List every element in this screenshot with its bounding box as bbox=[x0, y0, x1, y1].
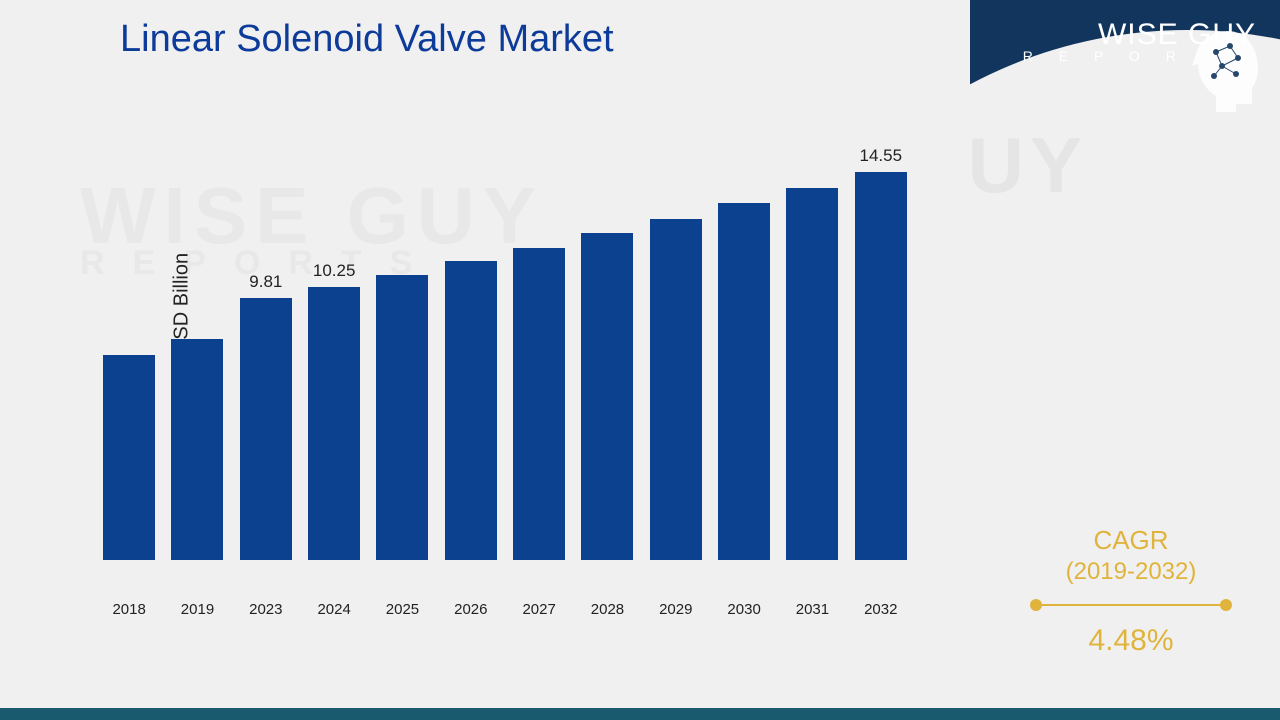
bar bbox=[718, 203, 770, 560]
bar bbox=[308, 287, 360, 560]
x-tick: 2030 bbox=[710, 601, 778, 618]
bar-col-2028 bbox=[573, 207, 641, 560]
bar-col-2019 bbox=[163, 313, 231, 560]
x-tick: 2025 bbox=[368, 601, 436, 618]
bar bbox=[103, 355, 155, 560]
bar bbox=[445, 261, 497, 560]
bar-col-2023: 9.81 bbox=[232, 272, 300, 560]
plot-area: 9.8110.2514.55 bbox=[95, 160, 915, 560]
bar-value-label: 14.55 bbox=[859, 146, 902, 166]
bottom-strip bbox=[0, 708, 1280, 720]
cagr-title: CAGR bbox=[1006, 525, 1256, 556]
brand-logo: WISE GUY R E P O R T S bbox=[1023, 18, 1256, 64]
x-tick: 2018 bbox=[95, 601, 163, 618]
bar-col-2018 bbox=[95, 329, 163, 560]
x-tick: 2032 bbox=[847, 601, 915, 618]
cagr-years: (2019-2032) bbox=[1006, 558, 1256, 586]
bar bbox=[376, 275, 428, 560]
right-panel: WISE GUY REPORTS WISE GUY R E P O R T S … bbox=[970, 0, 1280, 708]
bar-col-2024: 10.25 bbox=[300, 261, 368, 560]
chart-container: Market Value in USD Billion 9.8110.2514.… bbox=[50, 160, 920, 590]
bar-col-2027 bbox=[505, 222, 573, 560]
bar bbox=[855, 172, 907, 560]
x-tick: 2028 bbox=[573, 601, 641, 618]
bar bbox=[240, 298, 292, 560]
bar-col-2032: 14.55 bbox=[847, 146, 915, 560]
x-tick: 2026 bbox=[437, 601, 505, 618]
chart-title: Linear Solenoid Valve Market bbox=[120, 18, 614, 61]
bar-col-2025 bbox=[368, 249, 436, 560]
cagr-divider bbox=[1036, 604, 1226, 606]
x-tick: 2019 bbox=[163, 601, 231, 618]
head-icon bbox=[1186, 26, 1266, 116]
bar bbox=[171, 339, 223, 560]
x-tick: 2024 bbox=[300, 601, 368, 618]
bar bbox=[650, 219, 702, 560]
bar-col-2026 bbox=[437, 235, 505, 560]
x-tick: 2029 bbox=[642, 601, 710, 618]
main-area: Linear Solenoid Valve Market WISE GUY RE… bbox=[0, 0, 970, 708]
bar bbox=[581, 233, 633, 560]
bar bbox=[513, 248, 565, 560]
x-tick: 2031 bbox=[778, 601, 846, 618]
bar bbox=[786, 188, 838, 560]
bar-col-2031 bbox=[778, 162, 846, 560]
bar-value-label: 10.25 bbox=[313, 261, 356, 281]
bar-col-2029 bbox=[642, 193, 710, 560]
bar-value-label: 9.81 bbox=[249, 272, 282, 292]
x-tick: 2023 bbox=[232, 601, 300, 618]
bars-group: 9.8110.2514.55 bbox=[95, 160, 915, 560]
bar-col-2030 bbox=[710, 177, 778, 560]
cagr-value: 4.48% bbox=[1006, 624, 1256, 658]
cagr-box: CAGR (2019-2032) 4.48% bbox=[1006, 525, 1256, 658]
x-axis: 2018201920232024202520262027202820292030… bbox=[95, 601, 915, 618]
x-tick: 2027 bbox=[505, 601, 573, 618]
